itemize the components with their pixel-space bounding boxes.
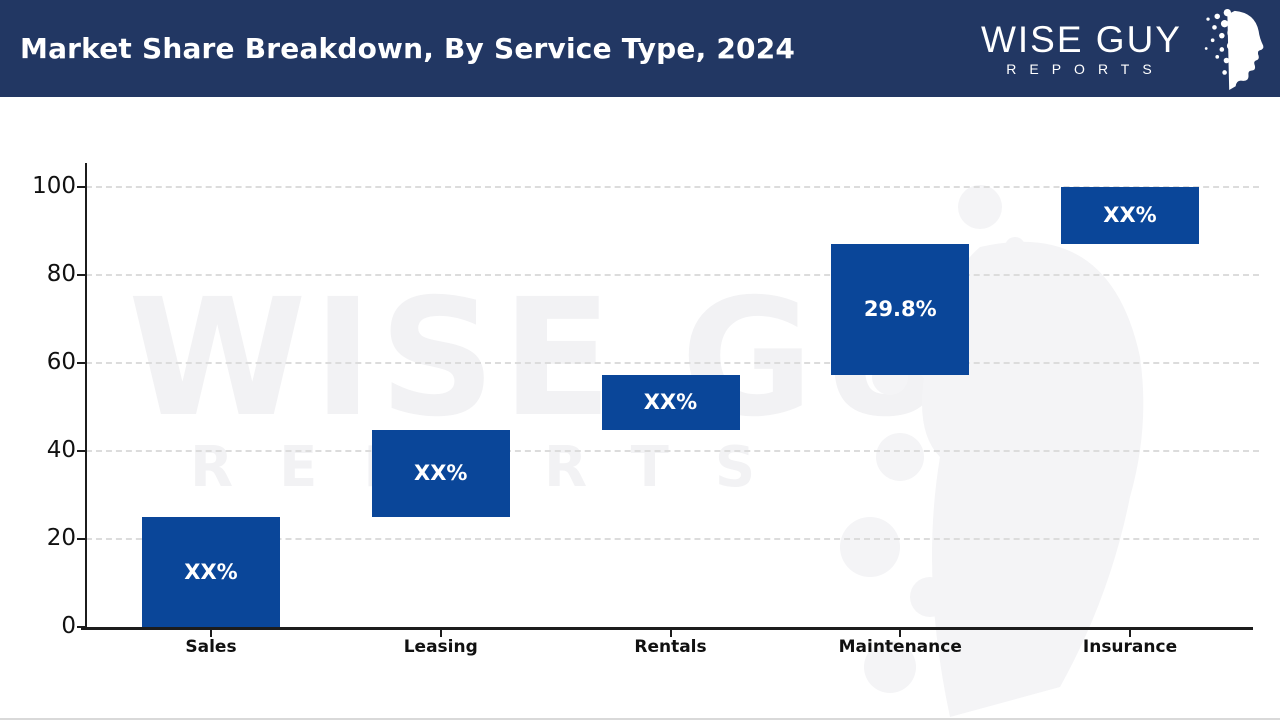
x-tick-maintenance <box>899 630 902 637</box>
x-tick-sales <box>210 630 212 637</box>
bar-label-leasing: XX% <box>414 461 468 486</box>
bar-label-maintenance: 29.8% <box>863 297 937 322</box>
logo-subtitle: REPORTS <box>1006 61 1165 77</box>
gridline-40 <box>86 450 1259 452</box>
category-label-sales: Sales <box>185 637 237 657</box>
bar-sales: XX% <box>142 517 280 627</box>
y-tick-label-100: 100 <box>32 173 76 199</box>
y-axis-line <box>85 163 87 629</box>
wise-guy-logo: WISE GUY REPORTS <box>981 0 1266 97</box>
gridline-20 <box>86 538 1259 540</box>
bar-maintenance: 29.8% <box>831 243 970 375</box>
category-label-rentals: Rentals <box>634 637 707 657</box>
page-title: Market Share Breakdown, By Service Type,… <box>20 32 796 65</box>
bar-label-sales: XX% <box>184 560 238 584</box>
bar-label-insurance: XX% <box>1103 203 1157 228</box>
y-tick-label-40: 40 <box>46 437 76 463</box>
y-tick-20 <box>77 538 86 540</box>
header-bar: Market Share Breakdown, By Service Type,… <box>0 0 1280 97</box>
category-label-leasing: Leasing <box>403 637 478 657</box>
gridline-60 <box>86 362 1259 364</box>
logo-text: WISE GUY REPORTS <box>981 21 1182 76</box>
x-tick-rentals <box>669 630 672 637</box>
y-tick-label-20: 20 <box>46 525 76 551</box>
y-tick-label-0: 0 <box>61 613 76 639</box>
category-label-maintenance: Maintenance <box>838 637 962 657</box>
logo-wordmark: WISE GUY <box>980 19 1182 60</box>
plot: 0 20 40 60 80 100 XX% Sales XX% Leasing XX% Rentals… <box>0 97 1280 718</box>
y-tick-100 <box>77 186 86 188</box>
y-tick-40 <box>77 450 86 452</box>
chart-area: WISE GUY REPORTS 020406080100XX%SalesXX%… <box>0 97 1280 718</box>
gridline-100 <box>86 186 1259 188</box>
x-axis-line <box>81 627 1253 630</box>
dotted-head-icon <box>1204 8 1264 90</box>
y-tick-label-80: 80 <box>46 261 76 287</box>
bar-insurance: XX% <box>1061 187 1199 244</box>
bar-label-rentals: XX% <box>643 390 698 415</box>
bar-leasing: XX% <box>371 429 510 517</box>
y-tick-80 <box>77 274 86 276</box>
x-tick-insurance <box>1129 630 1131 637</box>
gridline-80 <box>86 274 1259 276</box>
category-label-insurance: Insurance <box>1082 637 1178 657</box>
y-tick-60 <box>77 362 86 364</box>
x-tick-leasing <box>439 630 442 637</box>
bar-rentals: XX% <box>601 374 740 430</box>
y-tick-label-60: 60 <box>46 349 76 375</box>
